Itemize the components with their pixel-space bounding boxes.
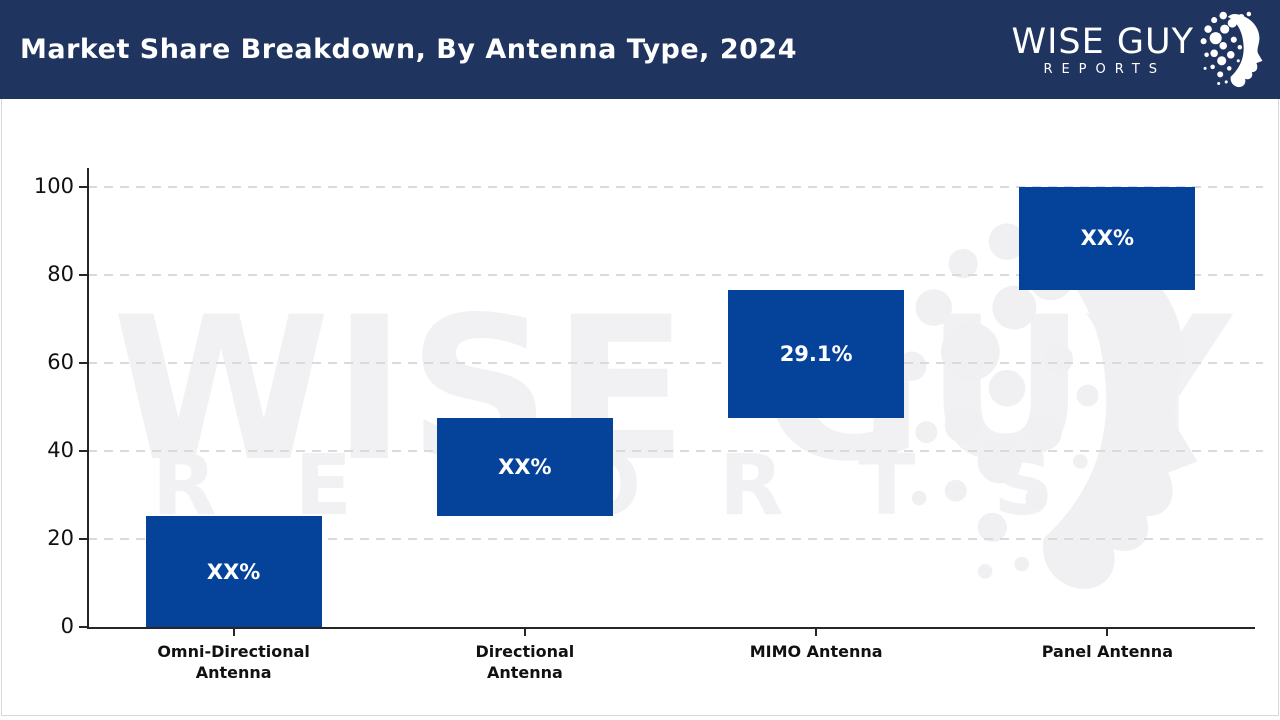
- y-axis-line: [87, 168, 89, 629]
- bar-segment: XX%: [436, 418, 613, 517]
- y-axis-tick: [79, 450, 88, 452]
- x-category-label-line: Directional: [475, 642, 575, 661]
- bar-value-label: XX%: [498, 455, 552, 480]
- wise-guy-logo: WISE GUY REPORTS: [1011, 8, 1264, 91]
- y-tick-label: 0: [60, 614, 74, 638]
- y-tick-label: 100: [33, 174, 74, 198]
- logo-head-icon: [1200, 11, 1263, 88]
- y-axis-tick: [79, 538, 88, 540]
- x-category-label: MIMO Antenna: [686, 641, 946, 662]
- y-axis-tick: [79, 274, 88, 276]
- y-tick-label: 80: [47, 262, 74, 286]
- gridline: [88, 186, 1263, 188]
- page-title: Market Share Breakdown, By Antenna Type,…: [20, 34, 797, 65]
- x-axis-tick: [1106, 629, 1109, 636]
- x-axis-tick: [815, 629, 818, 636]
- y-tick-label: 40: [47, 438, 74, 462]
- x-category-label: Directional Antenna: [395, 641, 655, 683]
- bar-segment: 29.1%: [728, 289, 905, 418]
- gridline: [88, 450, 1263, 452]
- logo-name: WISE GUY: [1011, 21, 1194, 62]
- y-tick-label: 20: [47, 526, 74, 550]
- logo-text: WISE GUY REPORTS: [1011, 23, 1194, 77]
- x-category-label-line: MIMO Antenna: [749, 642, 883, 661]
- x-axis-tick: [232, 629, 235, 636]
- bar-value-label: XX%: [206, 559, 261, 584]
- x-category-label-line: Panel Antenna: [1041, 642, 1173, 661]
- x-category-label-line: Omni-Directional: [157, 642, 310, 661]
- watermark-text: WISE GUY: [112, 274, 1234, 505]
- x-category-label-line: Antenna: [486, 663, 563, 682]
- x-category-label: Panel Antenna: [977, 641, 1237, 662]
- y-axis-tick: [79, 626, 88, 628]
- bar-value-label: 29.1%: [779, 341, 853, 366]
- logo-subtitle: REPORTS: [1043, 61, 1167, 77]
- report-header: Market Share Breakdown, By Antenna Type,…: [0, 0, 1280, 99]
- gridline: [88, 274, 1263, 276]
- x-category-label-line: Antenna: [195, 663, 272, 682]
- y-axis-tick: [79, 362, 88, 364]
- bar-segment: XX%: [145, 516, 322, 627]
- bar-segment: XX%: [1019, 187, 1196, 290]
- x-axis-line: [87, 627, 1255, 629]
- bar-value-label: XX%: [1080, 226, 1135, 251]
- y-tick-label: 60: [47, 350, 74, 374]
- x-category-label: Omni-Directional Antenna: [104, 641, 364, 683]
- gridline: [88, 362, 1263, 364]
- y-axis-tick: [79, 186, 88, 188]
- x-axis-tick: [523, 629, 526, 636]
- gridline: [88, 538, 1263, 540]
